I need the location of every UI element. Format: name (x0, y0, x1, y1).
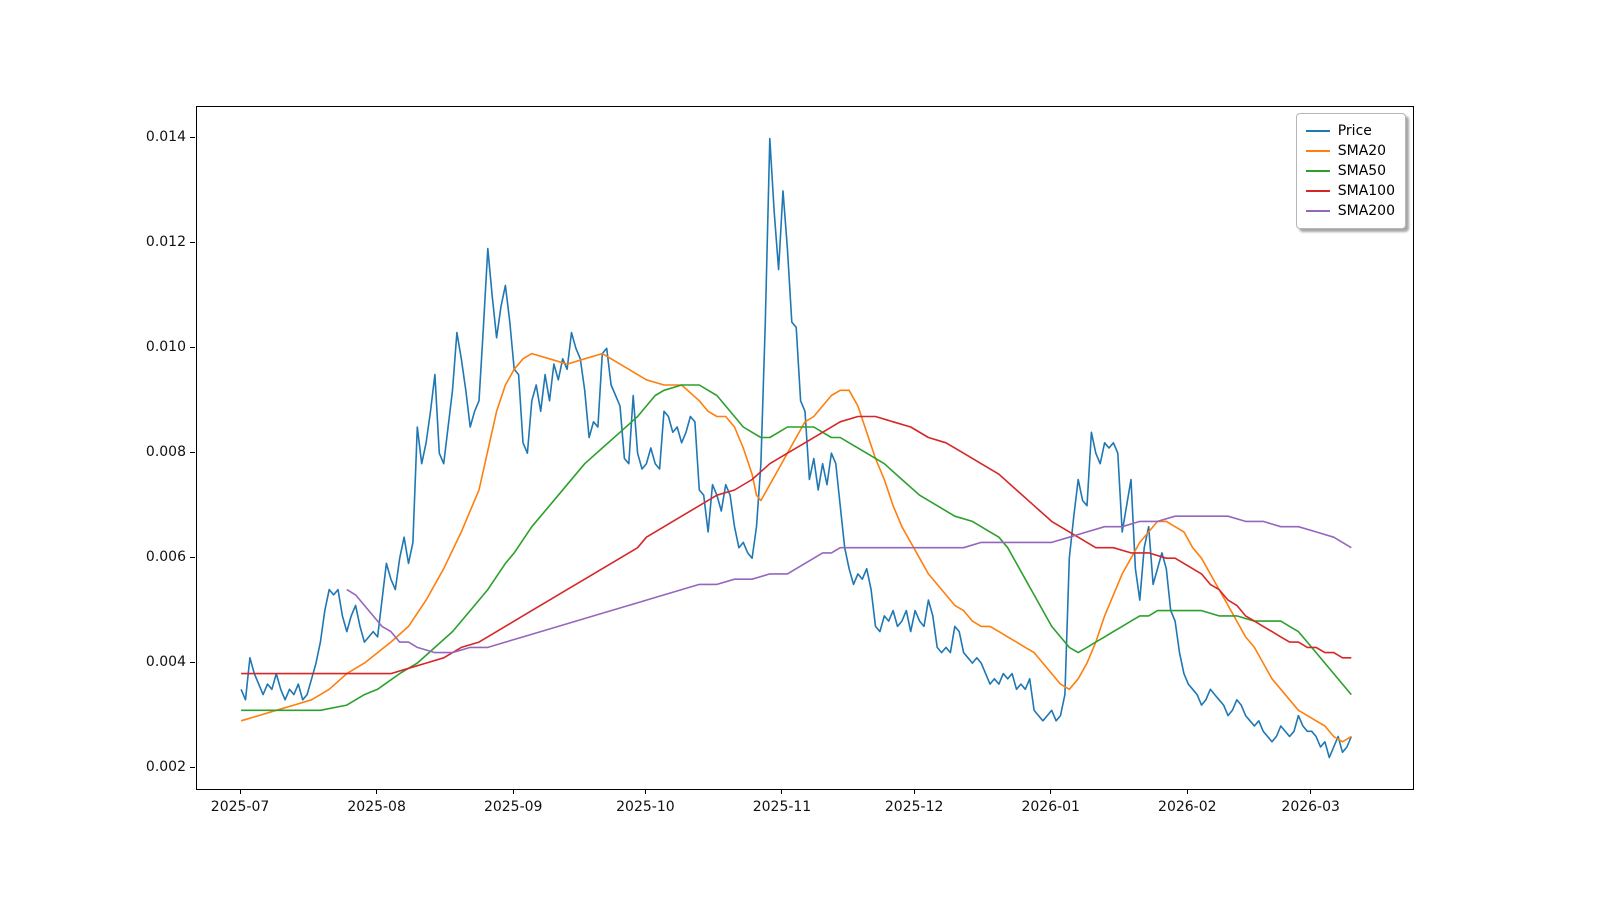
y-tick-mark (190, 241, 195, 243)
x-tick-label: 2025-10 (616, 799, 675, 815)
legend-label: SMA100 (1337, 183, 1395, 199)
price-line-swatch (1305, 130, 1330, 132)
x-tick-label: 2025-09 (483, 799, 543, 815)
chart-canvas (240, 137, 1353, 759)
series-line-sma200 (346, 515, 1352, 654)
x-tick-mark (1050, 789, 1052, 794)
x-tick-mark (512, 789, 514, 794)
y-tick-label: 0.008 (145, 444, 186, 461)
sma20-line-swatch (1305, 150, 1330, 152)
y-tick-label: 0.004 (145, 654, 186, 671)
x-tick-mark (1310, 789, 1312, 794)
x-tick-label: 2026-03 (1281, 799, 1340, 815)
y-tick-mark (190, 766, 195, 768)
x-tick-label: 2025-11 (752, 799, 812, 815)
legend-item-sma100[interactable]: SMA100 (1305, 181, 1395, 201)
legend-item-sma20[interactable]: SMA20 (1305, 141, 1395, 161)
legend-item-sma50[interactable]: SMA50 (1305, 161, 1395, 181)
series-line-sma20 (240, 352, 1352, 743)
x-tick-mark (239, 789, 241, 794)
x-tick-label: 2025-08 (347, 799, 406, 815)
x-tick-mark (376, 789, 378, 794)
legend-label: Price (1337, 123, 1372, 139)
x-tick-label: 2025-07 (210, 799, 270, 815)
sma100-line-swatch (1305, 190, 1330, 192)
y-tick-label: 0.014 (145, 129, 186, 146)
y-tick-label: 0.012 (145, 234, 186, 251)
legend-label: SMA200 (1337, 203, 1395, 219)
x-tick-mark (781, 789, 783, 794)
y-tick-label: 0.002 (145, 759, 186, 775)
y-tick-mark (190, 451, 195, 453)
x-tick-label: 2025-12 (884, 799, 944, 815)
y-tick-mark (190, 346, 195, 348)
x-tick-label: 2026-02 (1158, 799, 1217, 815)
series-line-sma100 (241, 415, 1352, 675)
x-tick-label: 2026-01 (1021, 799, 1080, 815)
legend-item-price[interactable]: Price (1305, 121, 1395, 141)
y-tick-mark (190, 556, 195, 558)
legend-label: SMA50 (1337, 163, 1387, 179)
x-tick-mark (913, 789, 915, 794)
sma200-line-swatch (1305, 210, 1330, 212)
sma50-line-swatch (1305, 170, 1330, 172)
series-line-sma50 (241, 384, 1352, 712)
x-tick-mark (1186, 789, 1188, 794)
y-tick-mark (190, 661, 195, 663)
y-tick-label: 0.006 (145, 549, 186, 566)
legend-label: SMA20 (1337, 143, 1387, 159)
y-tick-mark (190, 136, 195, 138)
plot-area: Price SMA20 SMA50 SMA100 SMA200 (196, 106, 1414, 790)
series-line-price (240, 137, 1353, 759)
y-tick-label: 0.010 (145, 339, 186, 356)
legend[interactable]: Price SMA20 SMA50 SMA100 SMA200 (1295, 113, 1406, 229)
legend-item-sma200[interactable]: SMA200 (1305, 201, 1395, 221)
x-tick-mark (644, 789, 646, 794)
